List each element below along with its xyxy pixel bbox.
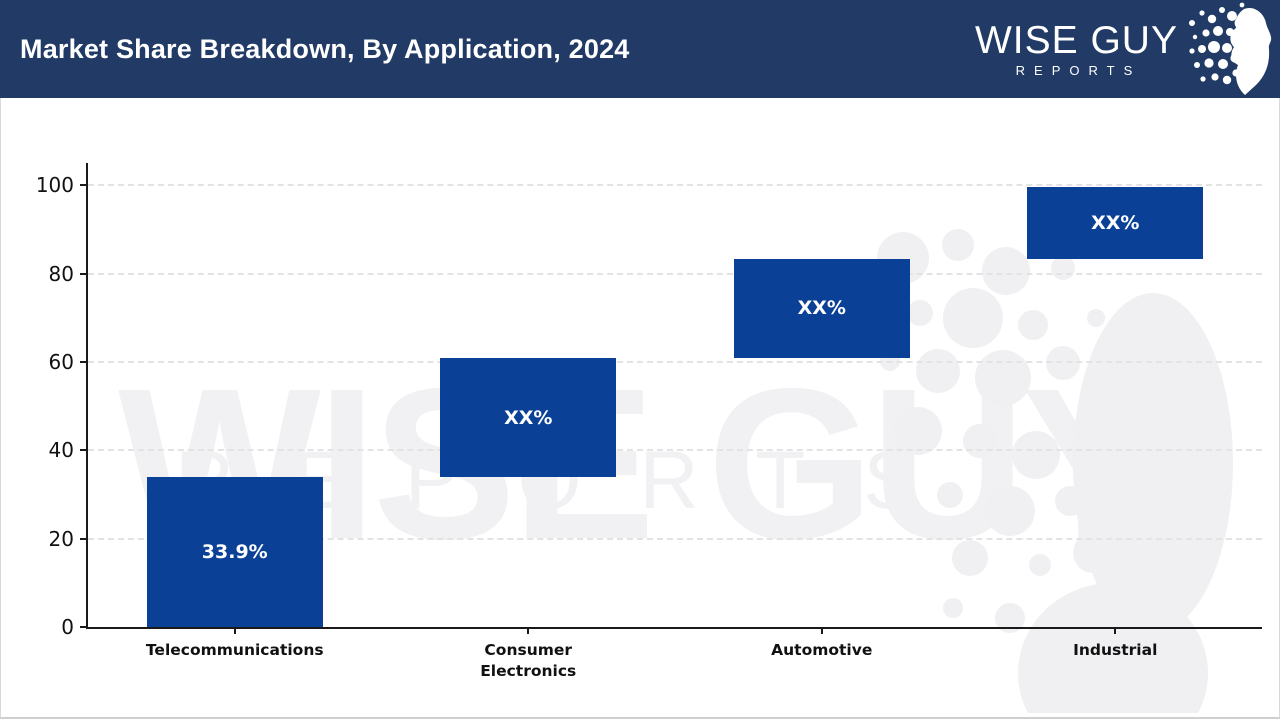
watermark-face [877,229,1233,713]
gridline [88,184,1262,187]
y-tick [80,360,88,363]
bar-value-label: 33.9% [201,541,268,564]
y-tick [80,626,88,628]
brand-subtitle: REPORTS [1015,62,1142,78]
bar-2 [440,358,617,478]
brand-face-icon [1189,2,1272,95]
brand-name: WISE GUY [974,18,1178,62]
x-tick [233,628,236,634]
y-tick-label: 100 [35,173,74,198]
bar-value-label: XX% [1091,211,1140,234]
y-tick-label: 0 [61,615,74,639]
y-tick-label: 20 [48,526,74,551]
chart-title: Market Share Breakdown, By Application, … [20,33,630,64]
header: Market Share Breakdown, By Application, … [0,0,1280,98]
gridline [88,360,1262,363]
y-tick-label: 80 [48,261,74,286]
y-tick-label: 40 [48,438,74,463]
y-tick [80,537,88,540]
y-tick [80,184,88,187]
chart-area: WISE GUY REPORTS 33.9% Telecommunications… [0,98,1280,718]
bar-1 [146,477,323,627]
x-axis [86,627,1262,629]
x-axis-label: Industrial [1073,641,1158,659]
y-axis [86,163,88,629]
y-tick-label: 60 [48,349,74,374]
bar-value-label: XX% [797,297,846,320]
gridline [88,449,1262,452]
brand-logo: WISE GUY REPORTS [975,0,1274,98]
x-tick [820,628,823,634]
x-axis-label: Consumer Electronics [480,641,577,680]
bar-4 [1027,186,1204,259]
gridline [88,537,1262,540]
x-tick [527,628,530,634]
bar-value-label: XX% [504,406,553,429]
bar-3 [733,258,910,358]
y-tick [80,449,88,452]
y-tick [80,272,88,275]
x-tick [1114,628,1117,634]
x-axis-label: Automotive [771,641,873,659]
brand-wordmark: WISE GUY REPORTS [975,21,1178,78]
gridline [88,272,1262,275]
x-axis-label: Telecommunications [145,641,324,659]
